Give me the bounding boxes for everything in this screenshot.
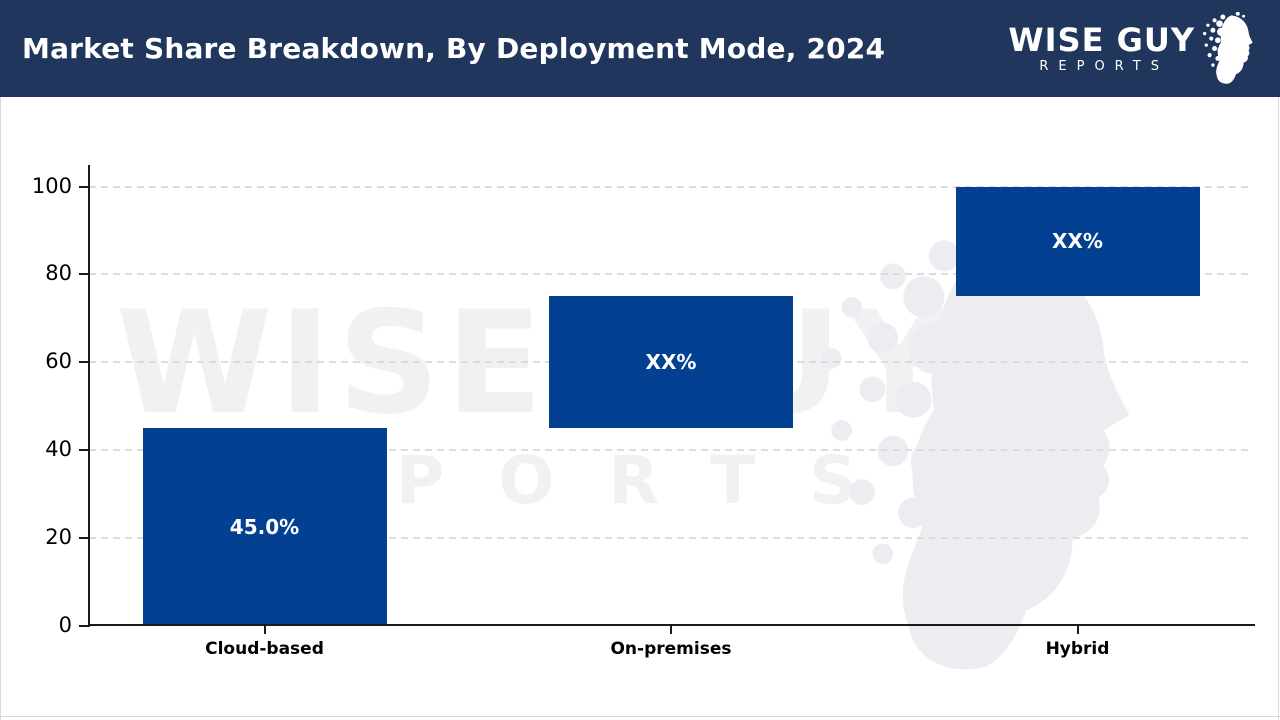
page-border-bottom (0, 716, 1280, 717)
x-axis-line (87, 624, 1255, 626)
bar-value-label-hybrid: XX% (1052, 229, 1103, 254)
y-tick-40 (78, 448, 88, 451)
page-border-right (1278, 97, 1279, 720)
x-axis-label-hybrid: Hybrid (1045, 639, 1110, 659)
x-axis-label-cloud-based: Cloud-based (205, 639, 324, 659)
watermark-text-line1: WISE GUY (116, 281, 957, 446)
bar-on-premises: XX% (549, 296, 793, 428)
x-axis-label-on-premises: On-premises (610, 639, 732, 659)
y-tick-label-100: 100 (31, 173, 72, 198)
x-tick-hybrid (1076, 626, 1079, 634)
x-tick-cloud-based (263, 626, 266, 634)
y-tick-label-80: 80 (45, 261, 72, 286)
y-tick-100 (78, 185, 88, 188)
y-axis-line (87, 165, 90, 627)
bar-cloud-based: 45.0% (142, 427, 387, 626)
page-title: Market Share Breakdown, By Deployment Mo… (22, 32, 886, 65)
gridline-80 (88, 273, 1253, 276)
bar-value-label-cloud-based: 45.0% (229, 514, 300, 539)
x-tick-on-premises (670, 626, 672, 634)
brand-subname: REPORTS (1039, 59, 1169, 74)
brand-logo: WISE GUY REPORTS (1008, 12, 1256, 85)
y-tick-80 (78, 273, 88, 276)
y-tick-label-40: 40 (45, 436, 72, 461)
header-bar: Market Share Breakdown, By Deployment Mo… (0, 0, 1280, 97)
y-tick-20 (78, 536, 88, 539)
bar-value-label-on-premises: XX% (645, 350, 697, 375)
y-tick-60 (78, 361, 88, 364)
y-tick-label-0: 0 (58, 612, 72, 637)
brand-logo-text: WISE GUY REPORTS (1008, 24, 1195, 73)
gridline-40 (88, 448, 1253, 451)
y-tick-label-60: 60 (45, 349, 72, 374)
dotted-head-logo-icon (1198, 12, 1256, 85)
bar-hybrid: XX% (955, 186, 1200, 297)
gridline-20 (88, 536, 1253, 539)
brand-name: WISE GUY (1008, 21, 1195, 59)
page-border-left (0, 97, 1, 720)
y-tick-0 (78, 624, 88, 627)
gridline-100 (88, 185, 1253, 188)
y-tick-label-20: 20 (45, 524, 72, 549)
